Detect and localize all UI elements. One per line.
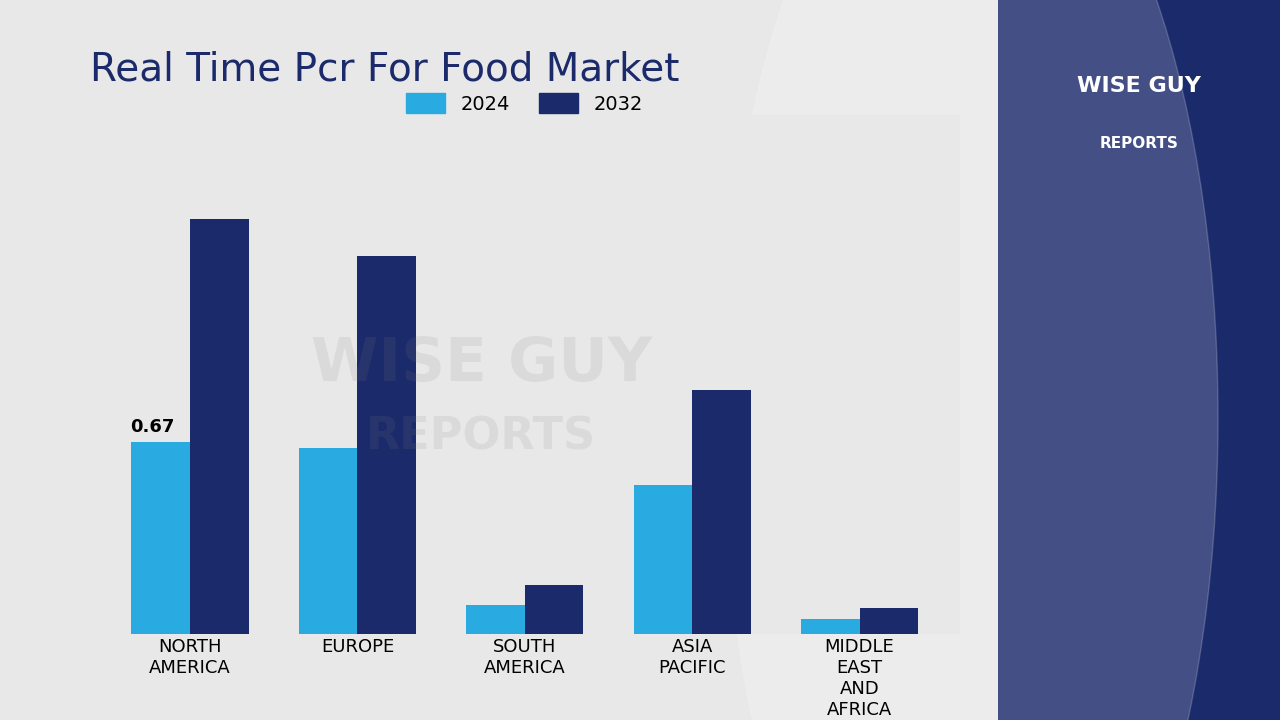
Text: REPORTS: REPORTS bbox=[366, 415, 596, 458]
Bar bbox=[801, 619, 860, 634]
Bar bbox=[357, 256, 416, 634]
Text: REPORTS: REPORTS bbox=[1100, 137, 1179, 151]
Bar bbox=[525, 585, 584, 634]
Text: Real Time Pcr For Food Market: Real Time Pcr For Food Market bbox=[90, 50, 678, 89]
Bar bbox=[634, 485, 692, 634]
Bar bbox=[692, 390, 751, 634]
Text: WISE GUY: WISE GUY bbox=[311, 335, 652, 394]
Bar bbox=[132, 442, 189, 634]
Circle shape bbox=[722, 0, 1219, 720]
Text: 0.67: 0.67 bbox=[131, 418, 175, 436]
Text: WISE GUY: WISE GUY bbox=[1078, 76, 1201, 96]
Bar bbox=[298, 448, 357, 634]
Bar bbox=[466, 605, 525, 634]
Bar bbox=[189, 219, 248, 634]
Bar bbox=[860, 608, 918, 634]
Legend: 2024, 2032: 2024, 2032 bbox=[397, 84, 653, 123]
